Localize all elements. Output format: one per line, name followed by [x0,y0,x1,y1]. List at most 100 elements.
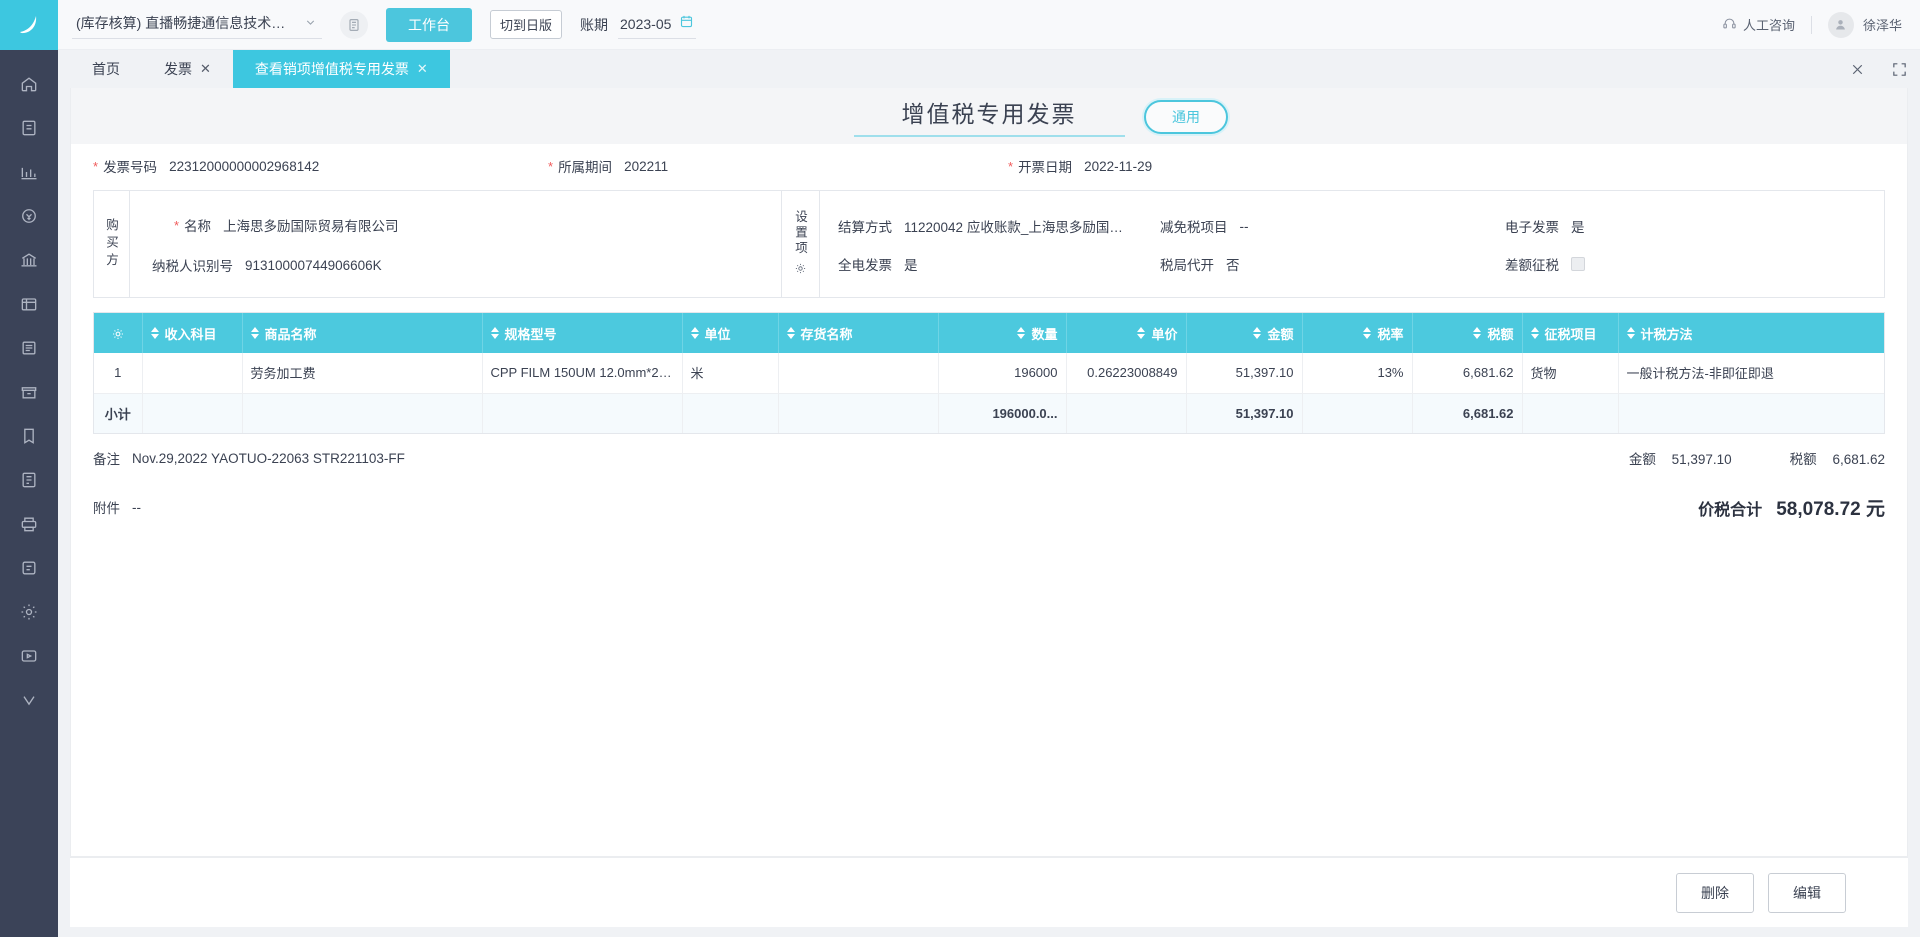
sort-icon [1530,327,1539,339]
column-header-income-account[interactable]: 收入科目 [142,313,243,353]
buyer-side-label: 购买方 [94,191,130,297]
cell-amount: 51,397.10 [1186,353,1303,394]
user-name: 徐泽华 [1862,18,1902,33]
field-label: 所属期间 [558,160,613,175]
sort-icon [490,327,499,339]
table-header-row: 收入科目 商品名称 规格型号 单位 存货名称 数量 单价 金额 税率 税额 [94,313,1884,353]
table-row[interactable]: 1 劳务加工费 CPP FILM 150UM 12.0mm*250... 米 1… [94,353,1884,394]
field-tax-bureau-issued: 税局代开 否 [1160,254,1505,274]
sort-icon [786,327,795,339]
company-name: (库存核算) 直播畅捷通信息技术股份... [76,15,298,31]
field-value: 202211 [624,158,669,174]
line-items-table: 收入科目 商品名称 规格型号 单位 存货名称 数量 单价 金额 税率 税额 [94,313,1884,433]
left-nav-rail [0,0,58,937]
tab-label: 查看销项增值税专用发票 [254,61,409,77]
close-icon[interactable]: ✕ [200,61,211,76]
column-header-tax-method[interactable]: 计税方法 [1618,313,1884,353]
sidebar-item-archive[interactable] [0,370,58,414]
field-issue-date: * 开票日期 2022-11-29 [1008,156,1152,176]
column-header-tax-amount[interactable]: 税额 [1412,313,1523,353]
sidebar-item-chart[interactable] [0,150,58,194]
sidebar-item-printer[interactable] [0,502,58,546]
field-buyer-taxno: 纳税人识别号 91310000744906606K [130,245,781,285]
field-period: * 所属期间 202211 [548,156,1008,176]
field-electronic-invoice: 电子发票 是 [1505,216,1585,236]
cell-subtotal-tax-item [1522,393,1619,433]
workbench-button[interactable]: 工作台 [386,7,472,42]
sidebar-item-more[interactable] [0,678,58,722]
field-invoice-no: * 发票号码 22312000000002968142 [93,156,548,176]
differential-tax-checkbox[interactable] [1571,257,1585,271]
column-header-amount[interactable]: 金额 [1186,313,1303,353]
sidebar-item-invoice[interactable] [0,326,58,370]
field-full-electronic-invoice: 全电发票 是 [820,254,1160,274]
column-label: 税额 [1487,326,1514,342]
notes-tax-value: 6,681.62 [1832,452,1885,467]
field-label: 全电发票 [838,258,892,273]
sidebar-item-tax[interactable] [0,414,58,458]
field-label: 税局代开 [1160,258,1214,273]
column-header-tax-rate[interactable]: 税率 [1302,313,1413,353]
sidebar-item-report[interactable] [0,458,58,502]
tab-home[interactable]: 首页 [70,50,142,88]
cell-subtotal-amount: 51,397.10 [1186,393,1303,433]
column-label: 收入科目 [164,326,217,342]
grand-total-value: 58,078.72 元 [1776,498,1885,520]
tab-invoice[interactable]: 发票 ✕ [142,50,233,88]
rail-item-list [0,50,58,722]
column-header-quantity[interactable]: 数量 [938,313,1067,353]
field-value: 91310000744906606K [245,257,382,273]
avatar [1827,11,1854,38]
sidebar-item-bank[interactable] [0,238,58,282]
settings-column-button[interactable]: 设置项 [782,191,820,297]
close-all-tabs-button[interactable] [1836,50,1878,88]
edit-button[interactable]: 编辑 [1768,872,1846,913]
cell-tax-method: 一般计税方法-非即征即退 [1618,353,1884,394]
cell-subtotal-method [1618,393,1884,433]
column-header-spec-model[interactable]: 规格型号 [482,313,683,353]
sidebar-item-book[interactable] [0,106,58,150]
field-label: 差额征税 [1505,258,1559,273]
sidebar-item-inventory[interactable] [0,282,58,326]
field-tax-reduction: 减免税项目 -- [1160,216,1505,236]
sidebar-item-settings-alt[interactable] [0,546,58,590]
title-underline [853,135,1125,137]
column-header-unit-price[interactable]: 单价 [1066,313,1187,353]
sidebar-item-video[interactable] [0,634,58,678]
column-header-goods-name[interactable]: 商品名称 [242,313,483,353]
column-header-tax-item[interactable]: 征税项目 [1522,313,1619,353]
notes-amount-label: 金额 [1628,452,1656,467]
sort-icon [150,327,159,339]
field-label: 结算方式 [838,220,892,235]
period-picker[interactable]: 2023-05 [618,11,697,39]
support-button[interactable]: 人工咨询 [1722,15,1795,34]
invoice-type-chip[interactable]: 通用 [1144,100,1228,134]
column-header-unit[interactable]: 单位 [682,313,779,353]
top-bar-right: 人工咨询 徐泽华 [1722,11,1902,38]
ledger-icon[interactable] [340,10,368,39]
required-mark: * [1008,158,1014,174]
column-settings-icon[interactable] [94,313,143,353]
sidebar-item-home[interactable] [0,62,58,106]
notes-label: 备注 [93,452,120,467]
document-title: 增值税专用发票 [901,101,1077,127]
user-menu[interactable]: 徐泽华 [1827,11,1902,38]
column-label: 规格型号 [504,326,557,342]
attachment-value: -- [132,499,141,515]
company-selector[interactable]: (库存核算) 直播畅捷通信息技术股份... [72,10,322,39]
fullscreen-icon[interactable] [1878,50,1920,88]
notes-tax: 税额 6,681.62 [1790,448,1885,468]
document-title-bar: 增值税专用发票 通用 [71,88,1907,144]
main-column: (库存核算) 直播畅捷通信息技术股份... 工作台 切到日版 账期 2023-0… [58,0,1920,937]
column-label: 数量 [1031,326,1058,342]
page-title: 增值税专用发票 [853,95,1125,137]
sidebar-item-gear[interactable] [0,590,58,634]
switch-to-daily-button[interactable]: 切到日版 [490,10,563,39]
support-label: 人工咨询 [1742,18,1795,33]
sidebar-item-money[interactable] [0,194,58,238]
column-header-stock-name[interactable]: 存货名称 [778,313,939,353]
delete-button[interactable]: 删除 [1676,872,1754,913]
close-icon[interactable]: ✕ [416,61,428,76]
tab-view-vat-special-invoice[interactable]: 查看销项增值税专用发票 ✕ [232,50,450,88]
